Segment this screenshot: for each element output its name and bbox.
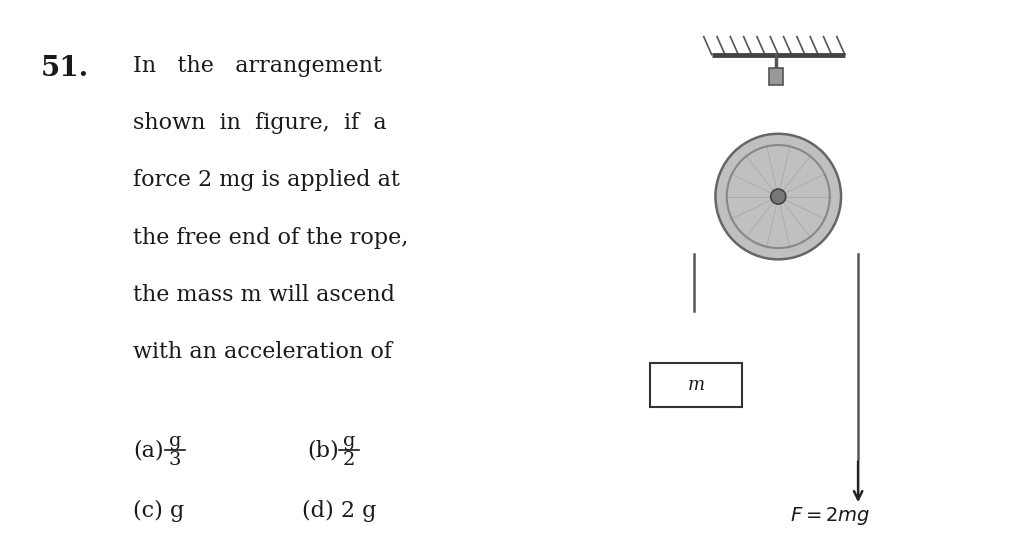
Text: the mass m will ascend: the mass m will ascend xyxy=(133,284,395,306)
Text: 51.: 51. xyxy=(41,55,89,81)
Text: g: g xyxy=(169,432,181,450)
Text: force 2 mg is applied at: force 2 mg is applied at xyxy=(133,169,400,191)
Text: (d) 2 g: (d) 2 g xyxy=(302,500,377,521)
Text: (b): (b) xyxy=(307,440,339,461)
Circle shape xyxy=(716,134,841,259)
Text: 2: 2 xyxy=(343,452,355,470)
Bar xyxy=(769,68,783,85)
Text: with an acceleration of: with an acceleration of xyxy=(133,341,392,363)
Text: g: g xyxy=(343,432,355,450)
Text: 3: 3 xyxy=(169,452,181,470)
Text: $F = 2mg$: $F = 2mg$ xyxy=(790,505,869,527)
Text: shown  in  figure,  if  a: shown in figure, if a xyxy=(133,112,387,134)
Bar xyxy=(650,363,742,407)
Text: In   the   arrangement: In the arrangement xyxy=(133,55,382,76)
Text: (a): (a) xyxy=(133,440,164,461)
Text: m: m xyxy=(688,376,705,394)
Text: the free end of the rope,: the free end of the rope, xyxy=(133,227,409,248)
Text: (c) g: (c) g xyxy=(133,500,184,521)
Circle shape xyxy=(771,189,785,204)
